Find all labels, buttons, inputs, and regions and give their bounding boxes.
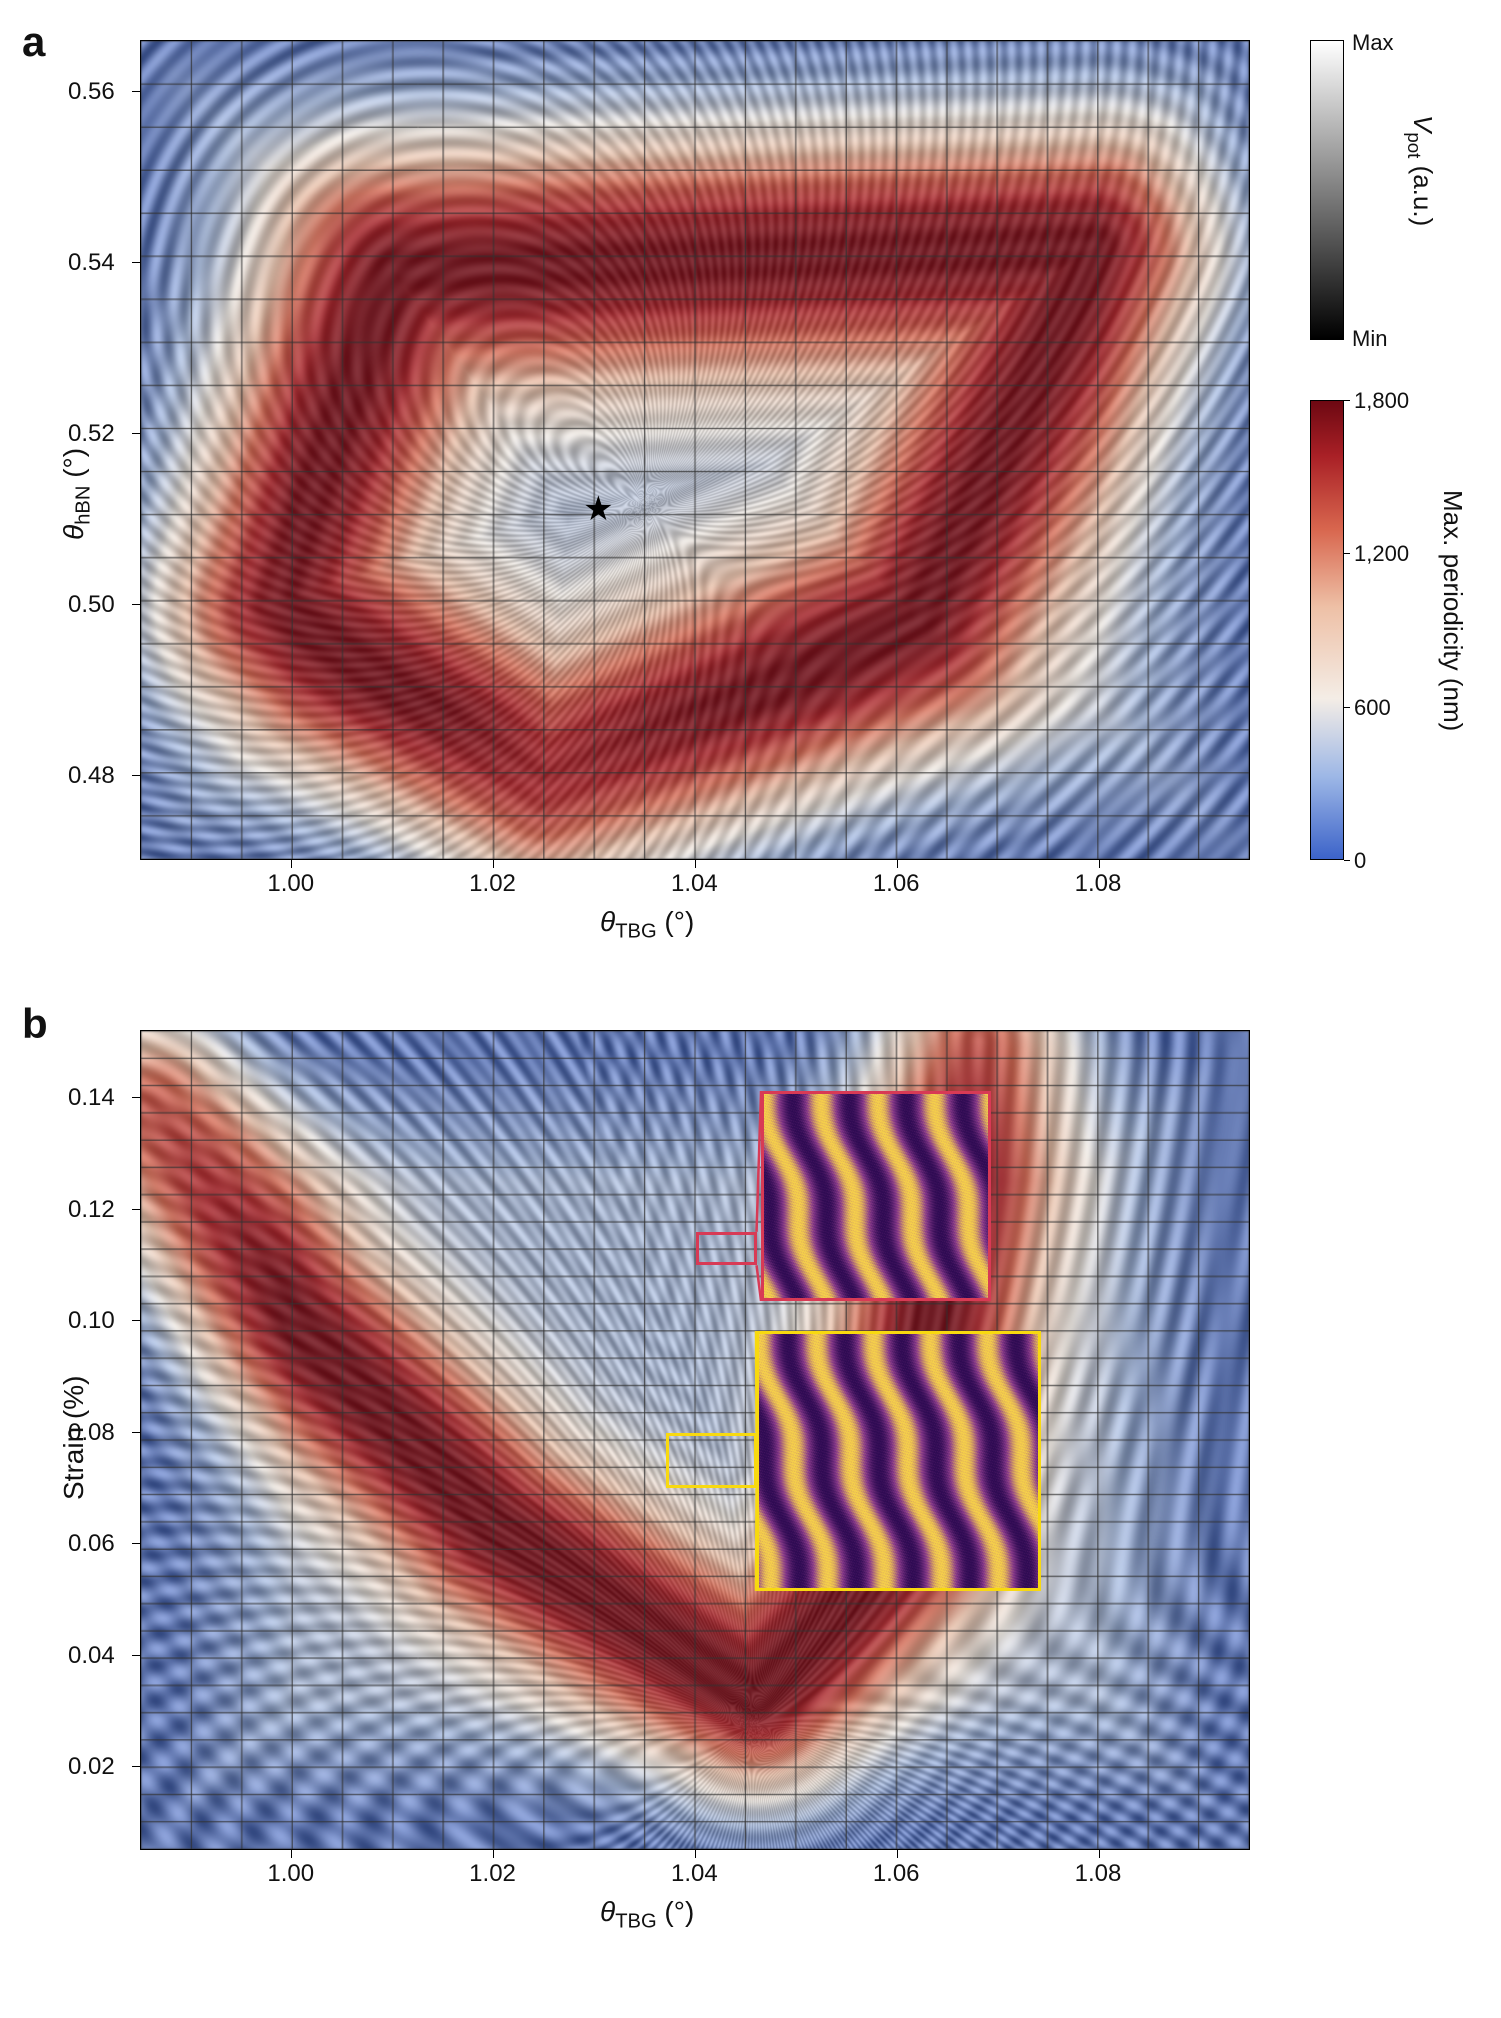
- x-tick-label: 1.00: [267, 870, 314, 898]
- x-tick-label: 1.04: [671, 1860, 718, 1888]
- inset-yellow-source-box: [666, 1433, 757, 1489]
- colorbar-periodicity-tick: 600: [1354, 695, 1391, 721]
- panel-a-x-axis-label: θTBG (°): [600, 906, 694, 944]
- colorbar-vpot-min-label: Min: [1352, 326, 1387, 352]
- x-tick-label: 1.00: [267, 1860, 314, 1888]
- y-tick-label: 0.14: [68, 1084, 115, 1112]
- panel-a-heatmap-canvas: [141, 41, 1249, 859]
- y-tick-label: 0.08: [68, 1419, 115, 1447]
- colorbar-vpot: [1310, 40, 1344, 340]
- panel-b-label: b: [22, 1000, 48, 1048]
- y-tick-label: 0.52: [68, 420, 115, 448]
- inset-yellow-display: [756, 1331, 1041, 1591]
- x-tick-label: 1.02: [469, 1860, 516, 1888]
- x-tick-label: 1.02: [469, 870, 516, 898]
- y-tick-label: 0.48: [68, 762, 115, 790]
- y-tick-label: 0.50: [68, 591, 115, 619]
- y-tick-label: 0.56: [68, 78, 115, 106]
- inset-red-source-box: [696, 1232, 757, 1265]
- x-tick-label: 1.06: [873, 870, 920, 898]
- colorbar-periodicity-tick: 1,200: [1354, 541, 1409, 567]
- star-marker-icon: ★: [583, 489, 613, 529]
- panel-a-y-axis-label: θhBN (°): [58, 448, 96, 540]
- colorbar-periodicity-tick: 1,800: [1354, 388, 1409, 414]
- colorbar-periodicity: [1310, 400, 1344, 860]
- panel-a-label: a: [22, 18, 45, 66]
- colorbar-vpot-label: Vpot (a.u.): [1403, 115, 1438, 226]
- colorbar-periodicity-label: Max. periodicity (nm): [1437, 490, 1468, 731]
- y-tick-label: 0.12: [68, 1196, 115, 1224]
- panel-b-plot: [140, 1030, 1250, 1850]
- colorbar-vpot-max-label: Max: [1352, 30, 1394, 56]
- y-tick-label: 0.06: [68, 1530, 115, 1558]
- panel-b-x-axis-label: θTBG (°): [600, 1896, 694, 1934]
- colorbar-periodicity-tick: 0: [1354, 848, 1366, 874]
- y-tick-label: 0.04: [68, 1642, 115, 1670]
- inset-red-display: [761, 1091, 991, 1301]
- x-tick-label: 1.08: [1075, 870, 1122, 898]
- x-tick-label: 1.04: [671, 870, 718, 898]
- y-tick-label: 0.02: [68, 1753, 115, 1781]
- x-tick-label: 1.06: [873, 1860, 920, 1888]
- x-tick-label: 1.08: [1075, 1860, 1122, 1888]
- y-tick-label: 0.10: [68, 1307, 115, 1335]
- figure-page: a ★ θhBN (°) θTBG (°) 1.00 1.02 1.04 1.06 1.…: [0, 0, 1501, 2018]
- y-tick-label: 0.54: [68, 249, 115, 277]
- panel-a-plot: ★: [140, 40, 1250, 860]
